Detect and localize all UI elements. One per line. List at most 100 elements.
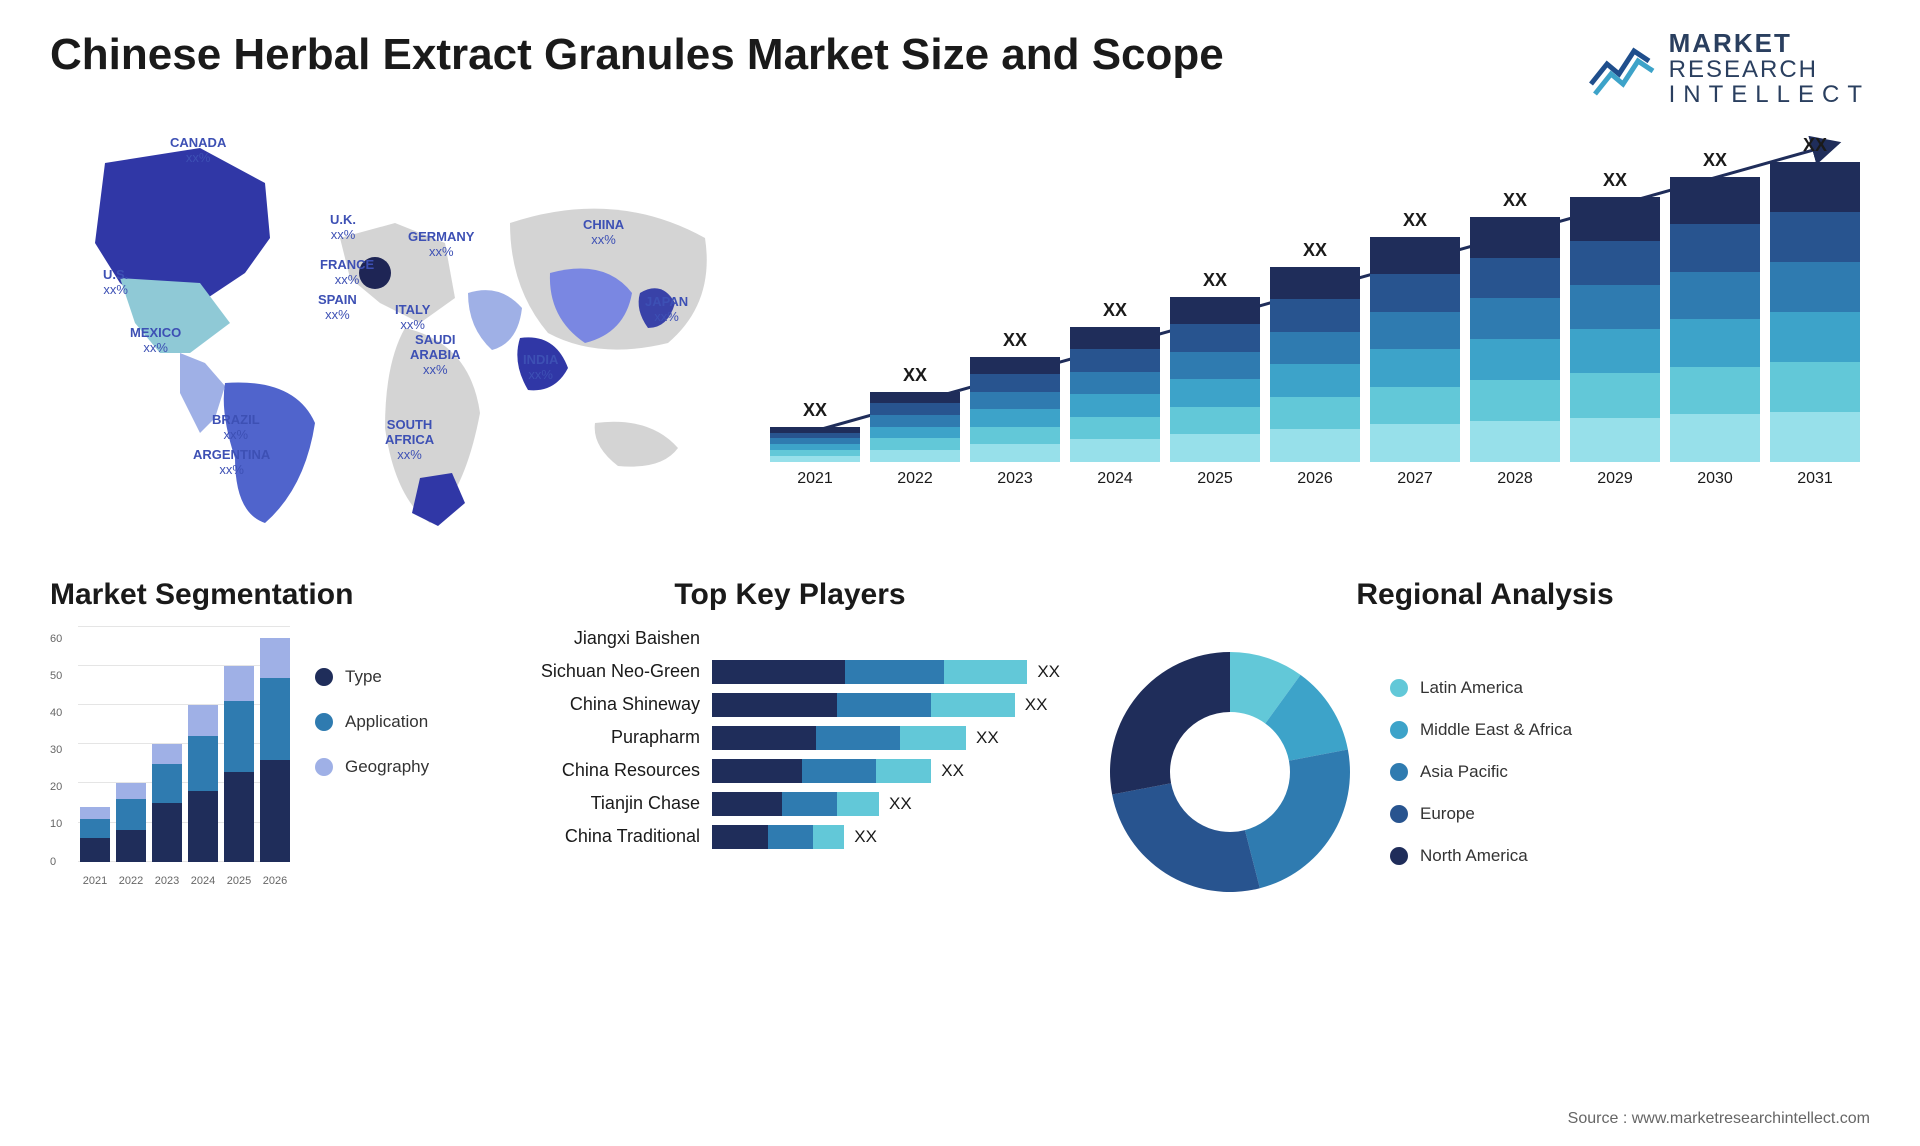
bottom-section: Market Segmentation 0102030405060 202120… <box>50 578 1870 918</box>
bar-year-label: 2023 <box>997 470 1033 488</box>
bar-year-label: 2027 <box>1397 470 1433 488</box>
bar-value-label: XX <box>1703 150 1727 171</box>
map-label: ARGENTINAxx% <box>193 448 270 478</box>
player-row: China ShinewayXX <box>520 693 1060 717</box>
regional-panel: Regional Analysis Latin America Middle Ea… <box>1100 578 1870 918</box>
segmentation-legend: Type Application Geography <box>315 627 480 918</box>
map-label: SAUDIARABIAxx% <box>410 333 461 378</box>
bar-column: XX 2024 <box>1070 300 1160 488</box>
donut-slice <box>1110 652 1230 794</box>
bar-column: XX 2027 <box>1370 210 1460 488</box>
legend-item: Asia Pacific <box>1390 762 1870 782</box>
players-body: Jiangxi BaishenSichuan Neo-GreenXXChina … <box>520 627 1060 849</box>
map-label: GERMANYxx% <box>408 230 474 260</box>
bar-year-label: 2026 <box>1297 470 1333 488</box>
player-name: Purapharm <box>520 727 700 748</box>
bar-column: XX 2025 <box>1170 270 1260 488</box>
regional-donut <box>1100 642 1360 902</box>
legend-item: Europe <box>1390 804 1870 824</box>
bar-year-label: 2030 <box>1697 470 1733 488</box>
logo-icon <box>1589 39 1659 99</box>
map-label: U.K.xx% <box>330 213 356 243</box>
legend-item: Latin America <box>1390 678 1870 698</box>
bar-column: XX 2029 <box>1570 170 1660 488</box>
player-name: China Resources <box>520 760 700 781</box>
bar-value-label: XX <box>1303 240 1327 261</box>
player-name: China Traditional <box>520 826 700 847</box>
segmentation-chart: 0102030405060 202120222023202420252026 <box>50 627 290 887</box>
bar-year-label: 2021 <box>797 470 833 488</box>
player-row: Tianjin Chase XX <box>520 792 1060 816</box>
bar-value-label: XX <box>1103 300 1127 321</box>
player-value: XX <box>889 794 912 814</box>
map-label: CANADAxx% <box>170 136 226 166</box>
top-section: CANADAxx% U.S.xx% MEXICOxx% BRAZILxx% ARGENT… <box>50 128 1870 538</box>
legend-item: North America <box>1390 846 1870 866</box>
player-row: China Traditional XX <box>520 825 1060 849</box>
seg-bar <box>80 807 110 862</box>
player-value: XX <box>976 728 999 748</box>
legend-item: Geography <box>315 757 480 777</box>
bar-value-label: XX <box>1203 270 1227 291</box>
player-name: Tianjin Chase <box>520 793 700 814</box>
map-label: JAPANxx% <box>645 295 688 325</box>
bar-year-label: 2031 <box>1797 470 1833 488</box>
bar-value-label: XX <box>1803 135 1827 156</box>
regional-legend: Latin America Middle East & Africa Asia Pa… <box>1390 678 1870 866</box>
bar-value-label: XX <box>1603 170 1627 191</box>
main-bars: XX 2021 XX 2022 XX 2023 XX 2024 XX 2025 XX 2026 XX 20… <box>770 148 1860 488</box>
player-row: Purapharm XX <box>520 726 1060 750</box>
player-name: Sichuan Neo-Green <box>520 661 700 682</box>
player-name: Jiangxi Baishen <box>520 628 700 649</box>
map-label: BRAZILxx% <box>212 413 260 443</box>
bar-year-label: 2022 <box>897 470 933 488</box>
bar-value-label: XX <box>1503 190 1527 211</box>
segmentation-title: Market Segmentation <box>50 578 480 612</box>
brand-logo: MARKET RESEARCH INTELLECT <box>1589 30 1870 108</box>
map-label: INDIAxx% <box>523 353 558 383</box>
seg-bar <box>260 638 290 861</box>
source-text: Source : www.marketresearchintellect.com <box>1568 1110 1870 1128</box>
bar-column: XX 2021 <box>770 400 860 488</box>
bar-year-label: 2028 <box>1497 470 1533 488</box>
players-title: Top Key Players <box>520 578 1060 612</box>
page-title: Chinese Herbal Extract Granules Market S… <box>50 30 1224 80</box>
map-label: U.S.xx% <box>103 268 128 298</box>
bar-value-label: XX <box>1003 330 1027 351</box>
bar-value-label: XX <box>903 365 927 386</box>
bar-column: XX 2023 <box>970 330 1060 488</box>
player-row: China Resources XX <box>520 759 1060 783</box>
bar-column: XX 2030 <box>1670 150 1760 488</box>
bar-value-label: XX <box>803 400 827 421</box>
world-map: CANADAxx% U.S.xx% MEXICOxx% BRAZILxx% ARGENT… <box>50 128 730 538</box>
player-value: XX <box>854 827 877 847</box>
map-label: SOUTHAFRICAxx% <box>385 418 434 463</box>
bar-year-label: 2024 <box>1097 470 1133 488</box>
bar-column: XX 2031 <box>1770 135 1860 488</box>
legend-item: Middle East & Africa <box>1390 720 1870 740</box>
legend-item: Type <box>315 667 480 687</box>
bar-year-label: 2029 <box>1597 470 1633 488</box>
seg-bar <box>116 783 146 861</box>
seg-bar <box>152 744 182 861</box>
legend-item: Application <box>315 712 480 732</box>
regional-title: Regional Analysis <box>1100 578 1870 612</box>
player-row: Sichuan Neo-Green XX <box>520 660 1060 684</box>
map-label: CHINAxx% <box>583 218 624 248</box>
top-key-players-panel: Top Key Players Jiangxi Baishen Sichuan N… <box>520 578 1060 918</box>
map-label: ITALYxx% <box>395 303 430 333</box>
player-value: XX <box>1037 662 1060 682</box>
header: Chinese Herbal Extract Granules Market S… <box>50 30 1870 108</box>
player-row: Jiangxi Baishen <box>520 627 1060 651</box>
market-segmentation-panel: Market Segmentation 0102030405060 202120… <box>50 578 480 918</box>
growth-chart: XX 2021 XX 2022 XX 2023 XX 2024 XX 2025 XX 2026 XX 20… <box>760 128 1870 538</box>
player-value: XX <box>941 761 964 781</box>
player-value: XX <box>1025 695 1048 715</box>
bar-value-label: XX <box>1403 210 1427 231</box>
bar-column: XX 2022 <box>870 365 960 488</box>
bar-year-label: 2025 <box>1197 470 1233 488</box>
seg-bar <box>188 705 218 862</box>
map-label: FRANCExx% <box>320 258 374 288</box>
bar-column: XX 2028 <box>1470 190 1560 488</box>
map-label: MEXICOxx% <box>130 326 181 356</box>
